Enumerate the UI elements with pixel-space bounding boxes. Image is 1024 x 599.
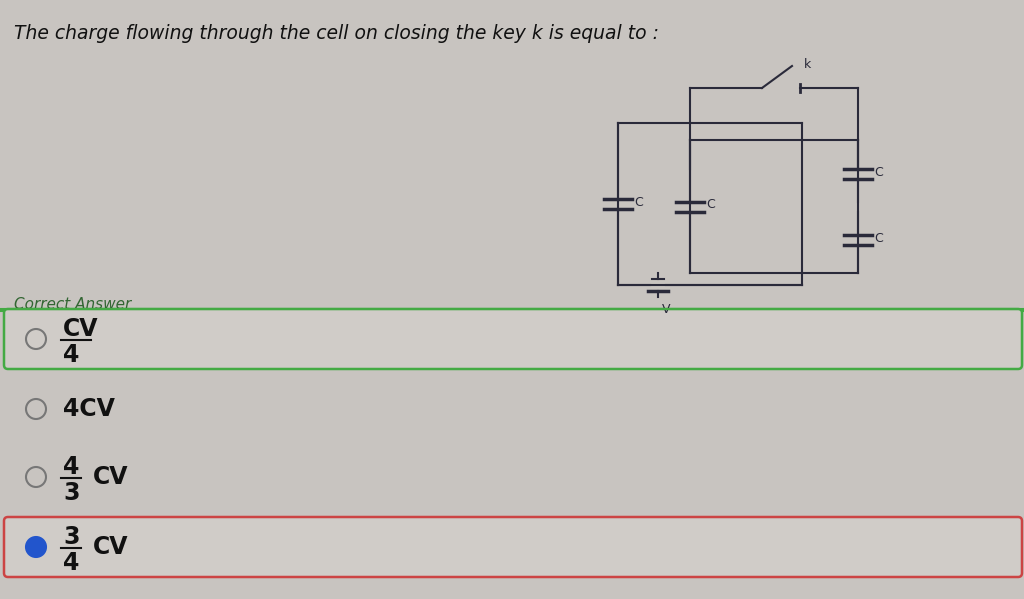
Text: 3: 3: [63, 525, 80, 549]
FancyBboxPatch shape: [4, 447, 1022, 507]
Text: 4: 4: [63, 343, 80, 367]
Circle shape: [26, 537, 46, 557]
FancyBboxPatch shape: [4, 517, 1022, 577]
Text: The charge flowing through the cell on closing the key k is equal to :: The charge flowing through the cell on c…: [14, 24, 659, 43]
Text: 4: 4: [63, 551, 80, 575]
Text: 4: 4: [63, 455, 80, 479]
FancyBboxPatch shape: [4, 309, 1022, 369]
Text: 3: 3: [63, 481, 80, 505]
Text: Correct Answer: Correct Answer: [14, 297, 131, 312]
Text: k: k: [804, 58, 811, 71]
Text: CV: CV: [63, 317, 98, 341]
Text: C: C: [634, 195, 643, 208]
FancyBboxPatch shape: [4, 379, 1022, 439]
Text: CV: CV: [93, 535, 128, 559]
Text: C: C: [874, 165, 883, 179]
Text: 4CV: 4CV: [63, 397, 115, 421]
Text: CV: CV: [93, 465, 128, 489]
Text: V: V: [662, 303, 671, 316]
Text: C: C: [706, 198, 715, 211]
Text: C: C: [874, 231, 883, 244]
